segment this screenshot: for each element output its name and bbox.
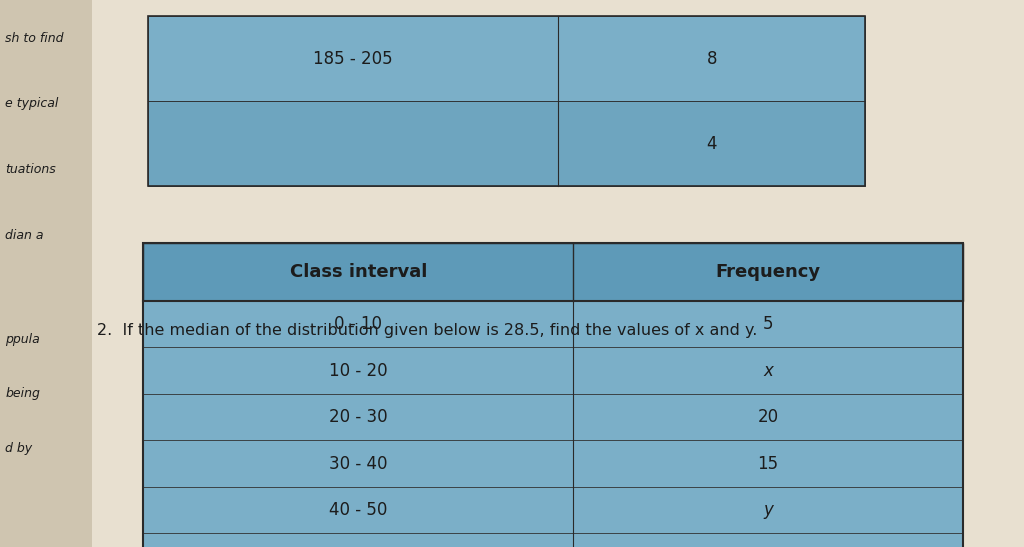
Text: 30 - 40: 30 - 40 — [329, 455, 388, 473]
Text: 5: 5 — [763, 315, 773, 333]
Text: 8: 8 — [707, 50, 717, 68]
Bar — [143, 533, 963, 547]
Text: sh to find: sh to find — [5, 32, 63, 45]
Bar — [143, 487, 963, 533]
Text: 20: 20 — [758, 408, 778, 426]
Bar — [143, 440, 963, 487]
Text: 15: 15 — [758, 455, 778, 473]
Text: 40 - 50: 40 - 50 — [329, 501, 388, 519]
Text: 185 - 205: 185 - 205 — [313, 50, 393, 68]
Bar — [143, 394, 963, 440]
Text: x: x — [763, 362, 773, 380]
Text: Class interval: Class interval — [290, 263, 427, 281]
Text: tuations: tuations — [5, 163, 56, 176]
Text: 2.  If the median of the distribution given below is 28.5, find the values of x : 2. If the median of the distribution giv… — [97, 323, 758, 339]
Text: being: being — [5, 387, 40, 400]
Text: e typical: e typical — [5, 97, 58, 110]
Text: d by: d by — [5, 442, 32, 455]
Text: Frequency: Frequency — [716, 263, 820, 281]
Text: y: y — [763, 501, 773, 519]
Text: 4: 4 — [707, 135, 717, 153]
Text: ppula: ppula — [5, 333, 40, 346]
Text: 10 - 20: 10 - 20 — [329, 362, 388, 380]
Bar — [143, 347, 963, 394]
Text: 20 - 30: 20 - 30 — [329, 408, 388, 426]
Text: dian a: dian a — [5, 229, 44, 242]
Bar — [0, 0, 92, 547]
Text: 0 - 10: 0 - 10 — [335, 315, 382, 333]
Bar — [143, 301, 963, 347]
